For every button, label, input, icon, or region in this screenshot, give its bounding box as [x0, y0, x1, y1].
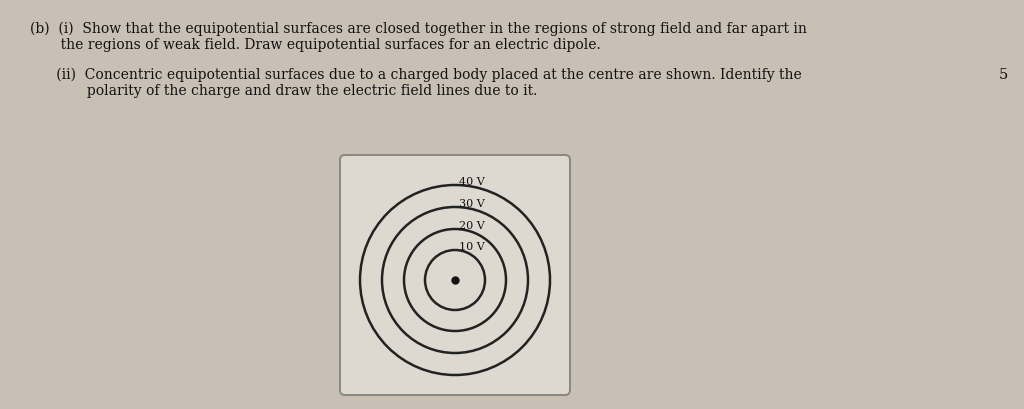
- FancyBboxPatch shape: [340, 155, 570, 395]
- Text: 40 V: 40 V: [459, 177, 484, 187]
- Text: polarity of the charge and draw the electric field lines due to it.: polarity of the charge and draw the elec…: [30, 84, 538, 98]
- Text: 30 V: 30 V: [459, 199, 484, 209]
- Text: 10 V: 10 V: [459, 242, 484, 252]
- Text: 20 V: 20 V: [459, 221, 484, 231]
- Text: (b)  (i)  Show that the equipotential surfaces are closed together in the region: (b) (i) Show that the equipotential surf…: [30, 22, 807, 36]
- Text: (ii)  Concentric equipotential surfaces due to a charged body placed at the cent: (ii) Concentric equipotential surfaces d…: [30, 68, 802, 82]
- Text: 5: 5: [998, 68, 1008, 82]
- Text: the regions of weak field. Draw equipotential surfaces for an electric dipole.: the regions of weak field. Draw equipote…: [30, 38, 601, 52]
